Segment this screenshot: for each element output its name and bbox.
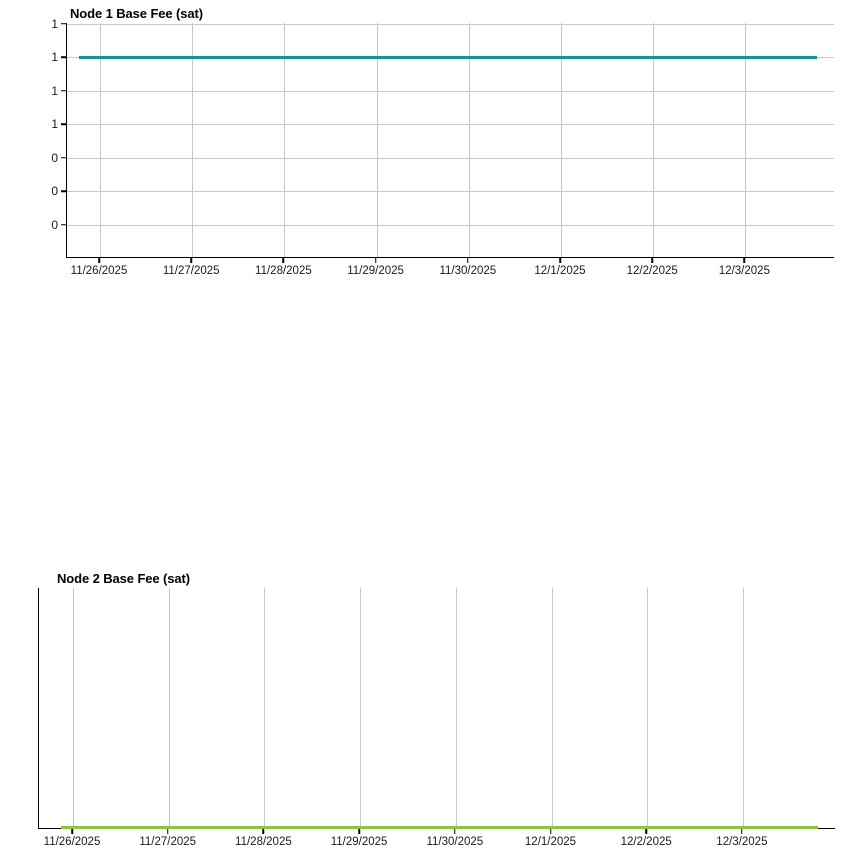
x-axis-tick-label: 11/27/2025 [162, 265, 220, 277]
x-axis-tick-label: 12/1/2025 [534, 265, 586, 277]
x-axis-tick-label: 12/2/2025 [626, 265, 678, 277]
gridline-vertical [561, 23, 562, 257]
x-axis-tick-label: 12/3/2025 [716, 836, 768, 848]
chart-title-node-2: Node 2 Base Fee (sat) [57, 571, 191, 586]
gridline-vertical [468, 23, 470, 257]
x-axis-tick-label: 11/26/2025 [43, 836, 101, 848]
y-axis-tick-mark [61, 56, 66, 58]
x-axis-tick-label: 12/2/2025 [620, 836, 672, 848]
x-axis-tick-mark [651, 258, 653, 263]
y-axis-tick-label: 0 [51, 184, 58, 199]
gridline-vertical [551, 588, 553, 828]
x-axis-tick-mark [190, 258, 192, 263]
gridline-vertical [376, 23, 378, 257]
x-axis-tick-label: 11/29/2025 [330, 836, 388, 848]
y-axis-tick-mark [61, 89, 66, 92]
y-axis-tick-mark [61, 190, 66, 193]
y-axis-tick-label: 1 [51, 117, 58, 132]
y-axis-tick-mark [61, 224, 66, 226]
y-axis-tick-label: 1 [51, 16, 58, 31]
chart-panel-node-2: Node 2 Base Fee (sat) 11/26/2025 11/27/20… [0, 283, 860, 848]
gridline-vertical [100, 23, 101, 257]
x-axis-tick-label: 11/28/2025 [255, 265, 312, 277]
x-axis-tick-mark [262, 829, 265, 834]
y-axis-tick-mark [61, 123, 66, 125]
x-axis-tick-mark [71, 829, 73, 834]
x-axis-tick-label: 11/29/2025 [347, 265, 404, 277]
gridline-vertical [284, 23, 286, 257]
x-axis-tick-label: 11/30/2025 [439, 265, 497, 277]
y-axis-tick-label: 0 [51, 150, 58, 165]
gridline-vertical [647, 588, 649, 828]
gridline-vertical [360, 588, 362, 828]
gridline-vertical [745, 23, 747, 257]
plot-area-node-2 [38, 588, 835, 829]
gridline-horizontal [67, 157, 834, 159]
x-axis-tick-mark [559, 258, 561, 263]
y-axis-tick-label: 1 [51, 50, 58, 65]
y-axis-tick-label: 1 [51, 83, 58, 98]
gridline-horizontal [67, 224, 834, 226]
data-series-line-node-2 [61, 826, 818, 829]
x-axis-tick-label: 11/30/2025 [426, 836, 484, 848]
plot-area-node-1 [66, 23, 834, 258]
chart-title-node-1: Node 1 Base Fee (sat) [70, 6, 204, 21]
x-axis-tick-mark [549, 829, 552, 834]
x-axis-tick-label: 11/28/2025 [235, 836, 292, 848]
x-axis-tick-mark [282, 258, 285, 263]
y-axis-tick-mark [61, 157, 66, 159]
y-axis-tick-label: 0 [51, 217, 58, 232]
x-axis-tick-mark [358, 829, 360, 834]
gridline-vertical [192, 23, 194, 257]
x-axis-tick-label: 11/27/2025 [139, 836, 197, 848]
x-axis-tick-mark [645, 829, 647, 834]
x-axis-tick-mark [166, 829, 169, 834]
gridline-horizontal [67, 191, 834, 193]
gridline-horizontal [67, 124, 834, 126]
x-axis-tick-mark [98, 258, 100, 263]
x-axis-tick-mark [374, 258, 377, 263]
gridline-vertical [742, 588, 744, 828]
gridline-vertical [264, 588, 266, 828]
data-series-line-node-1 [79, 55, 817, 59]
x-axis-tick-label: 12/1/2025 [524, 836, 577, 848]
x-axis-tick-mark [454, 829, 456, 834]
gridline-vertical [455, 588, 457, 828]
chart-panel-node-1: Node 1 Base Fee (sat) 1 1 1 1 0 0 0 11/26/2025… [0, 0, 860, 285]
gridline-horizontal [67, 90, 834, 92]
x-axis-tick-mark [741, 829, 743, 834]
x-axis-tick-mark [467, 258, 469, 263]
x-axis-tick-mark [743, 258, 746, 263]
x-axis-tick-label: 12/3/2025 [718, 265, 770, 277]
gridline-vertical [653, 23, 655, 257]
gridline-vertical [73, 588, 74, 828]
gridline-horizontal [67, 23, 834, 25]
x-axis-tick-label: 11/26/2025 [70, 265, 128, 277]
gridline-vertical [168, 588, 170, 828]
y-axis-tick-mark [61, 22, 66, 25]
